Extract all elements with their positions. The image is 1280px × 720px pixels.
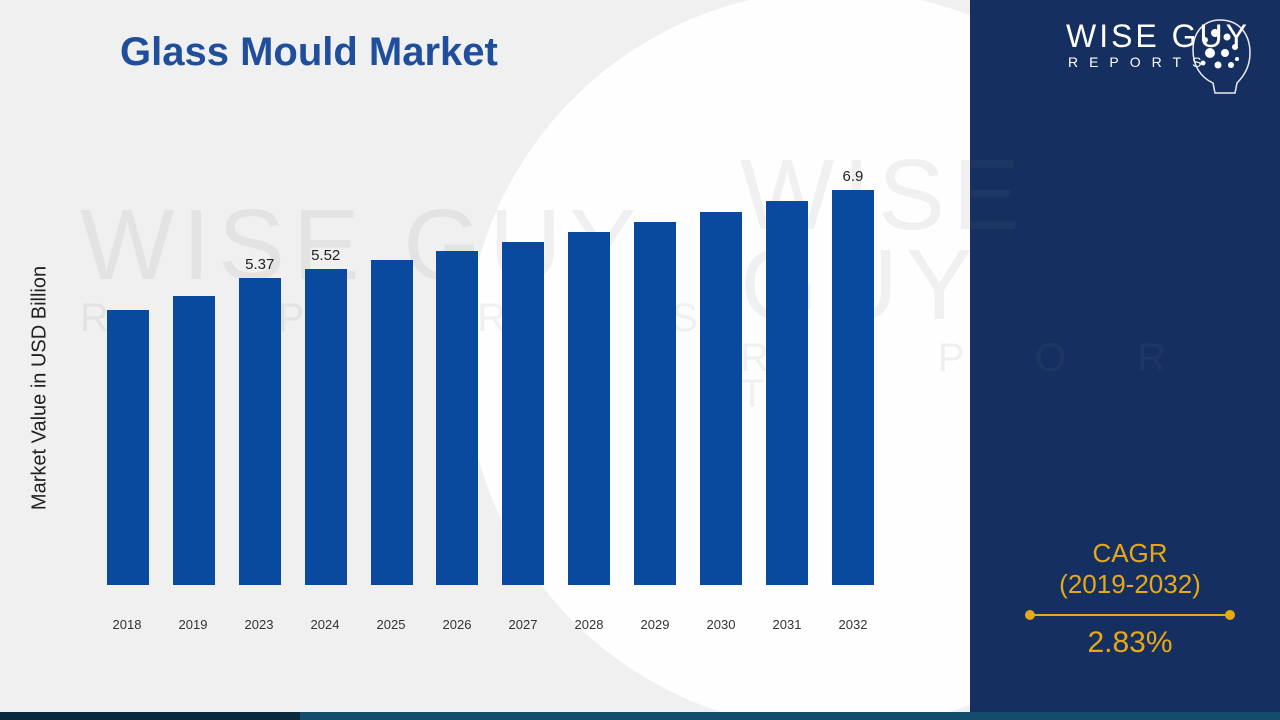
bar-value-label: 5.52	[311, 247, 340, 265]
bar-2025	[361, 238, 423, 585]
chart-title: Glass Mould Market	[120, 30, 498, 75]
bar-2024: 5.52	[295, 247, 357, 585]
x-tick-label: 2019	[162, 617, 224, 632]
bar-2032: 6.9	[822, 168, 884, 585]
bar-2028	[558, 210, 620, 585]
bar-rect	[568, 232, 610, 585]
bar-value-label: 5.37	[245, 256, 274, 274]
bar-rect	[173, 296, 215, 585]
x-tick-label: 2029	[624, 617, 686, 632]
x-tick-label: 2026	[426, 617, 488, 632]
bar-2031	[756, 179, 818, 585]
bar-2027	[492, 220, 554, 585]
y-axis-label: Market Value in USD Billion	[29, 265, 52, 509]
bar-value-label: 6.9	[842, 168, 863, 186]
page-root: WISE GUY R E P O R T S WISE GUY R E P O …	[0, 0, 1280, 720]
bar-rect	[436, 251, 478, 585]
bars-container: 5.37 5.52 6.9	[91, 165, 890, 585]
x-axis-labels: 2018 2019 2023 2024 2025 2026 2027 2028 2029 2030…	[90, 617, 890, 632]
bar-2029	[624, 200, 686, 585]
bar-rect	[107, 310, 149, 585]
head-dots-icon	[1185, 15, 1255, 95]
cagr-period: (2019-2032)	[1020, 569, 1240, 600]
x-tick-label: 2032	[822, 617, 884, 632]
bar-rect	[832, 190, 874, 585]
bar-2030	[690, 190, 752, 585]
bar-rect	[502, 242, 544, 585]
cagr-label: CAGR	[1020, 538, 1240, 569]
x-tick-label: 2025	[360, 617, 422, 632]
cagr-divider	[1030, 614, 1230, 616]
x-tick-label: 2018	[96, 617, 158, 632]
bar-rect	[305, 269, 347, 585]
cagr-block: CAGR (2019-2032) 2.83%	[1020, 538, 1240, 660]
bar-2026	[426, 229, 488, 585]
x-tick-label: 2027	[492, 617, 554, 632]
bar-2018	[97, 288, 159, 585]
x-tick-label: 2024	[294, 617, 356, 632]
bar-rect	[371, 260, 413, 585]
brand-logo: WISE GUY REPORTS	[1066, 20, 1250, 70]
bar-2023: 5.37	[229, 256, 291, 585]
bottom-strip-accent	[0, 712, 300, 720]
x-tick-label: 2028	[558, 617, 620, 632]
bar-rect	[766, 201, 808, 585]
bar-chart: Market Value in USD Billion 5.375.526.9 …	[60, 165, 890, 610]
bar-2019	[163, 274, 225, 585]
cagr-value: 2.83%	[1020, 626, 1240, 660]
x-tick-label: 2031	[756, 617, 818, 632]
x-tick-label: 2030	[690, 617, 752, 632]
x-tick-label: 2023	[228, 617, 290, 632]
plot-area: 5.37 5.52 6.9	[90, 165, 890, 585]
bar-rect	[239, 278, 281, 585]
bar-rect	[634, 222, 676, 585]
bar-rect	[700, 212, 742, 585]
